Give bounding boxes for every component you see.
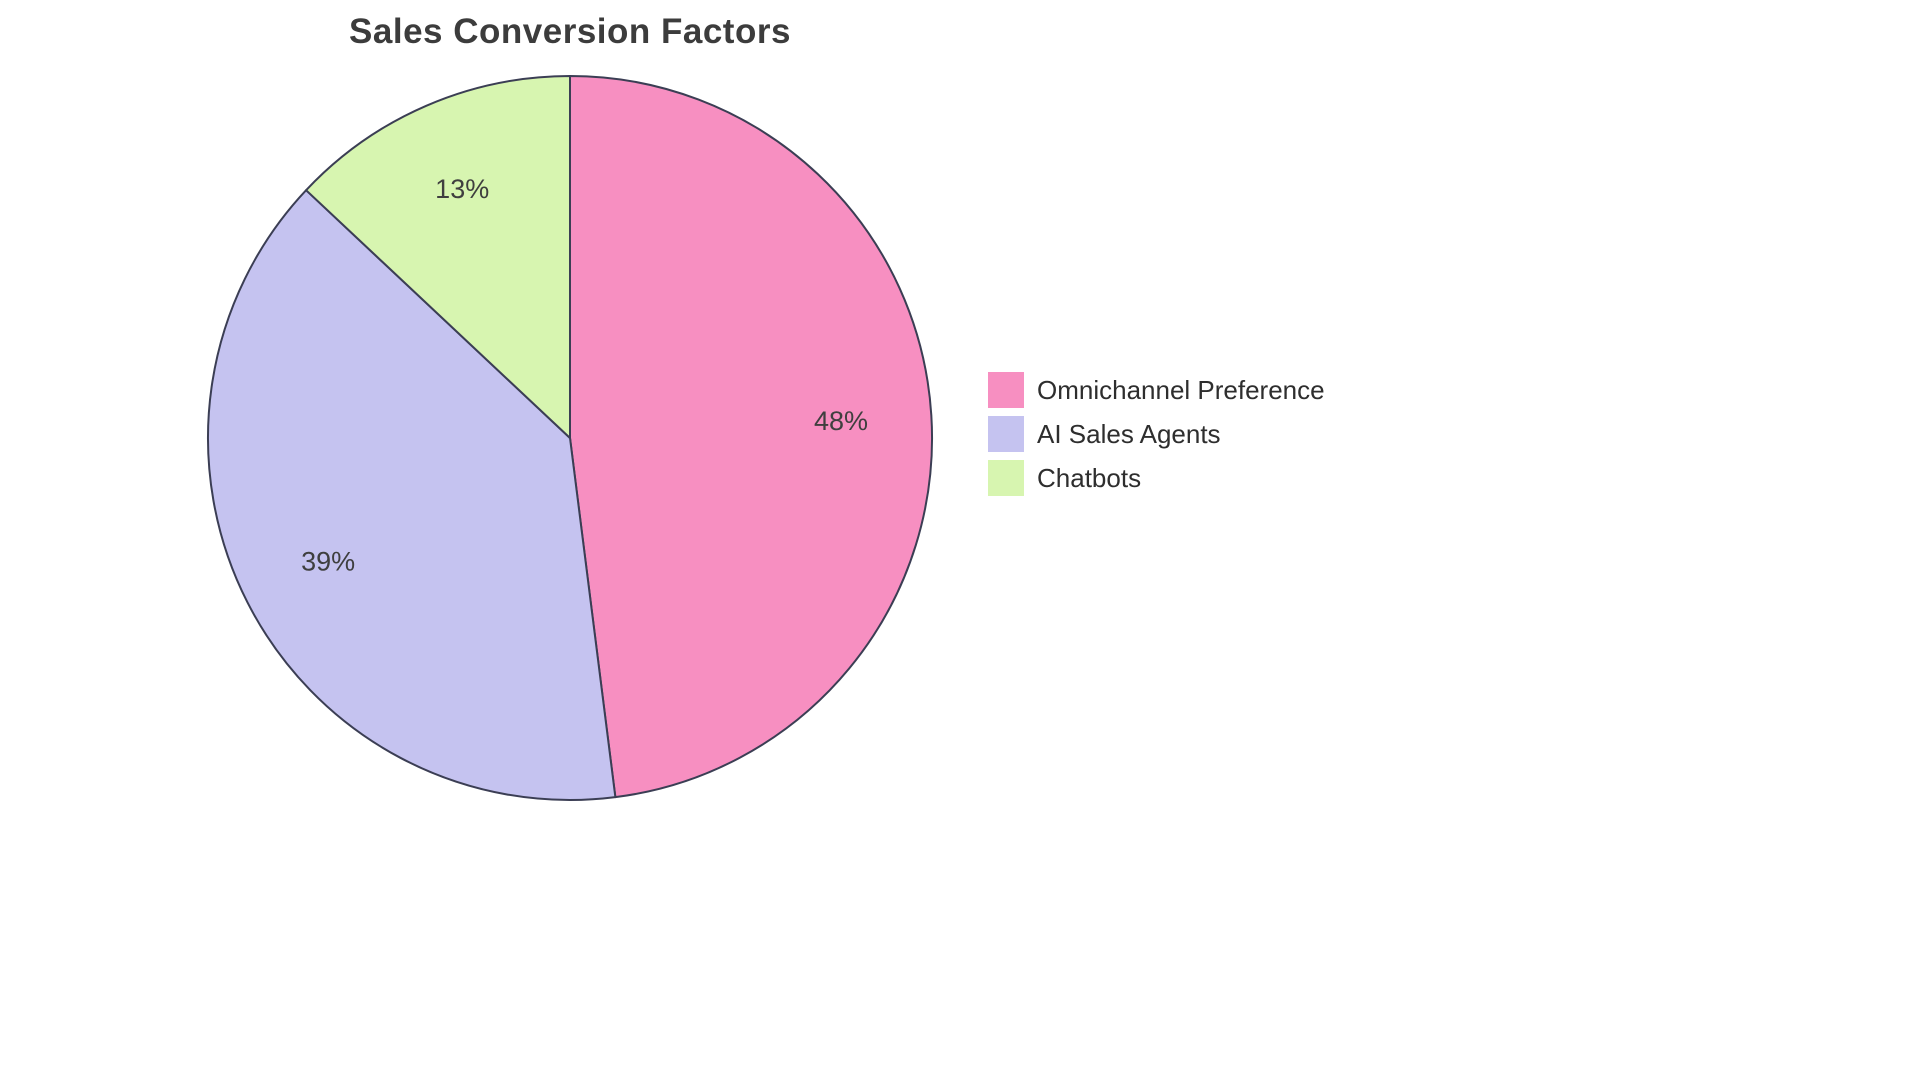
legend-item: AI Sales Agents bbox=[988, 416, 1325, 452]
pie-percent-label-chatbots: 13% bbox=[435, 174, 489, 204]
pie-slices bbox=[207, 75, 934, 802]
pie-percent-label-ai-sales-agents: 39% bbox=[301, 546, 355, 576]
legend-swatch-icon bbox=[988, 416, 1024, 452]
chart-title: Sales Conversion Factors bbox=[349, 12, 791, 51]
legend: Omnichannel Preference AI Sales Agents C… bbox=[988, 372, 1325, 496]
pie-percent-label-omnichannel-preference: 48% bbox=[814, 406, 868, 436]
pie-slice-ai-sales-agents bbox=[207, 189, 617, 802]
pie-percent-labels: 48% 39% 13% bbox=[301, 174, 868, 576]
legend-item: Chatbots bbox=[988, 460, 1325, 496]
legend-label: Omnichannel Preference bbox=[1037, 374, 1325, 405]
legend-swatch-icon bbox=[988, 372, 1024, 408]
legend-swatch-icon bbox=[988, 460, 1024, 496]
pie-slice-omnichannel-preference bbox=[569, 75, 934, 799]
legend-item: Omnichannel Preference bbox=[988, 372, 1325, 408]
legend-label: Chatbots bbox=[1037, 462, 1142, 493]
pie-slice-chatbots bbox=[305, 75, 571, 439]
legend-label: AI Sales Agents bbox=[1037, 418, 1221, 449]
